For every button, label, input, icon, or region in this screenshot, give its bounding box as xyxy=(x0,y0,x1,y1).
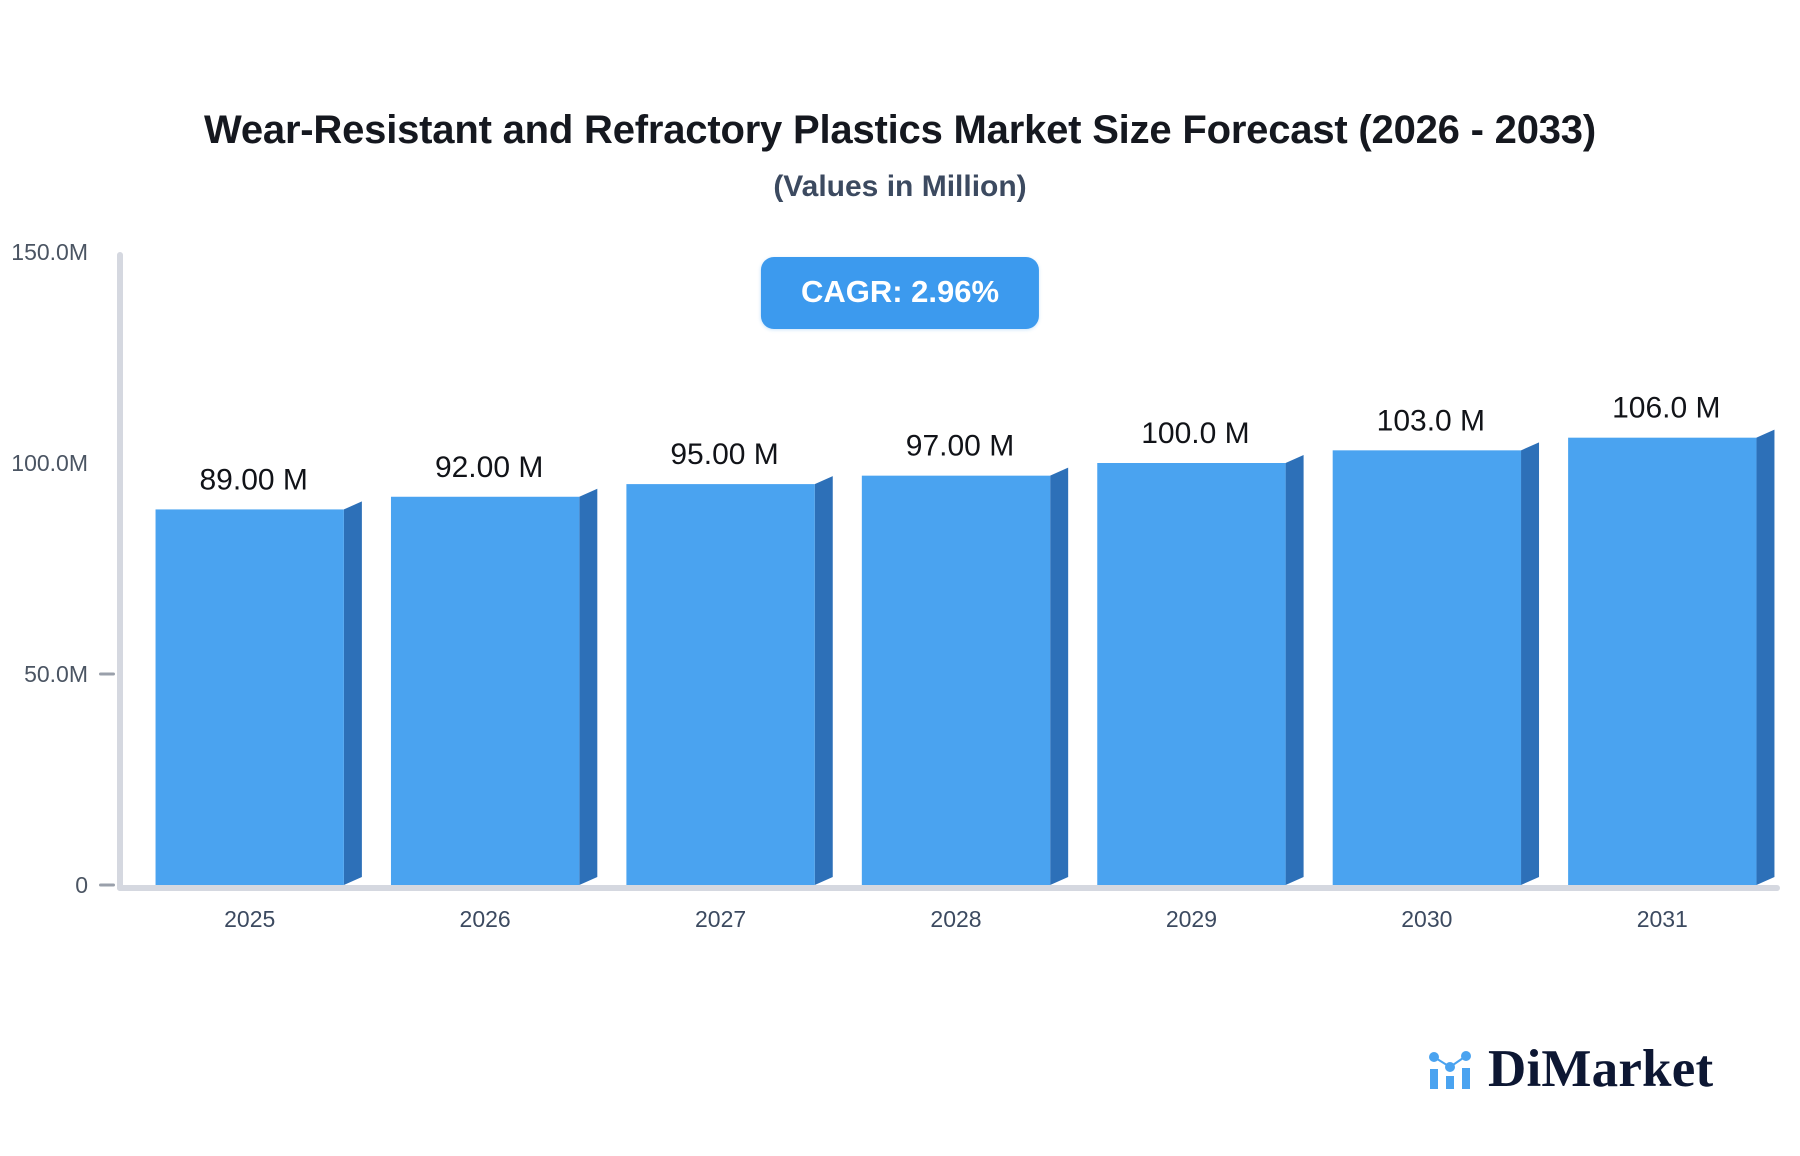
bar-group xyxy=(861,467,1069,885)
bar-side-face xyxy=(1285,455,1304,885)
bar-front-face xyxy=(626,484,815,885)
axes-group xyxy=(117,252,1780,891)
bar-group xyxy=(155,501,362,885)
chart-title: Wear-Resistant and Refractory Plastics M… xyxy=(204,108,1596,152)
x-tick-label: 2025 xyxy=(224,906,275,932)
bar-front-face xyxy=(155,509,344,885)
bar-side-face xyxy=(1050,467,1069,885)
y-tick-mark xyxy=(99,883,115,887)
x-tick-label: 2030 xyxy=(1401,906,1452,932)
bar-value-label: 103.0 M xyxy=(1377,404,1485,437)
bar-side-face xyxy=(814,476,833,885)
brand-logo: DiMarket xyxy=(1425,1043,1713,1096)
bar-group xyxy=(1332,442,1540,885)
y-tick-label: 0 xyxy=(75,872,88,898)
bar-side-face xyxy=(1756,429,1775,885)
x-tick-label: 2028 xyxy=(930,906,981,932)
bar-chart-icon xyxy=(1429,1050,1471,1089)
bar-front-face xyxy=(1568,437,1757,885)
x-axis-line xyxy=(117,885,1780,891)
bar-group xyxy=(1568,429,1775,885)
bar-front-face xyxy=(1097,463,1286,885)
bar-front-face xyxy=(1332,450,1522,885)
x-axis-tick-labels: 2025 2026 2027 2028 2029 2030 2031 xyxy=(224,906,1688,932)
bar-front-face xyxy=(390,496,580,885)
bar-front-face xyxy=(861,475,1051,885)
y-tick-label: 150.0M xyxy=(11,239,88,265)
cagr-badge: CAGR: 2.96% xyxy=(760,257,1040,329)
bar-side-face xyxy=(579,488,598,885)
bar-group xyxy=(1097,455,1304,885)
logo-text: DiMarket xyxy=(1488,1040,1714,1098)
bar-value-label: 89.00 M xyxy=(200,463,308,496)
bars-group xyxy=(155,429,1775,885)
bar-value-label: 100.0 M xyxy=(1141,417,1249,450)
bar-side-face xyxy=(343,501,362,885)
x-tick-label: 2029 xyxy=(1166,906,1217,932)
y-tick-mark xyxy=(99,672,115,676)
y-tick-label: 50.0M xyxy=(24,661,88,687)
bar-value-label: 97.00 M xyxy=(906,430,1014,463)
bar-value-label: 95.00 M xyxy=(670,438,778,471)
bar-value-labels: 89.00 M 92.00 M 95.00 M 97.00 M 100.0 M 103.0… xyxy=(200,392,1721,497)
bar-value-label: 92.00 M xyxy=(435,451,543,484)
bar-side-face xyxy=(1521,442,1540,885)
x-tick-label: 2026 xyxy=(460,906,511,932)
bar-group xyxy=(390,488,598,885)
x-tick-label: 2027 xyxy=(695,906,746,932)
bar-group xyxy=(626,476,833,885)
bar-value-label: 106.0 M xyxy=(1612,392,1720,425)
chart-subtitle: (Values in Million) xyxy=(773,170,1027,203)
y-tick-label: 100.0M xyxy=(11,450,88,476)
y-axis-tick-labels: 0 50.0M 100.0M 150.0M xyxy=(11,239,115,898)
y-axis-line xyxy=(117,252,123,891)
x-tick-label: 2031 xyxy=(1637,906,1688,932)
